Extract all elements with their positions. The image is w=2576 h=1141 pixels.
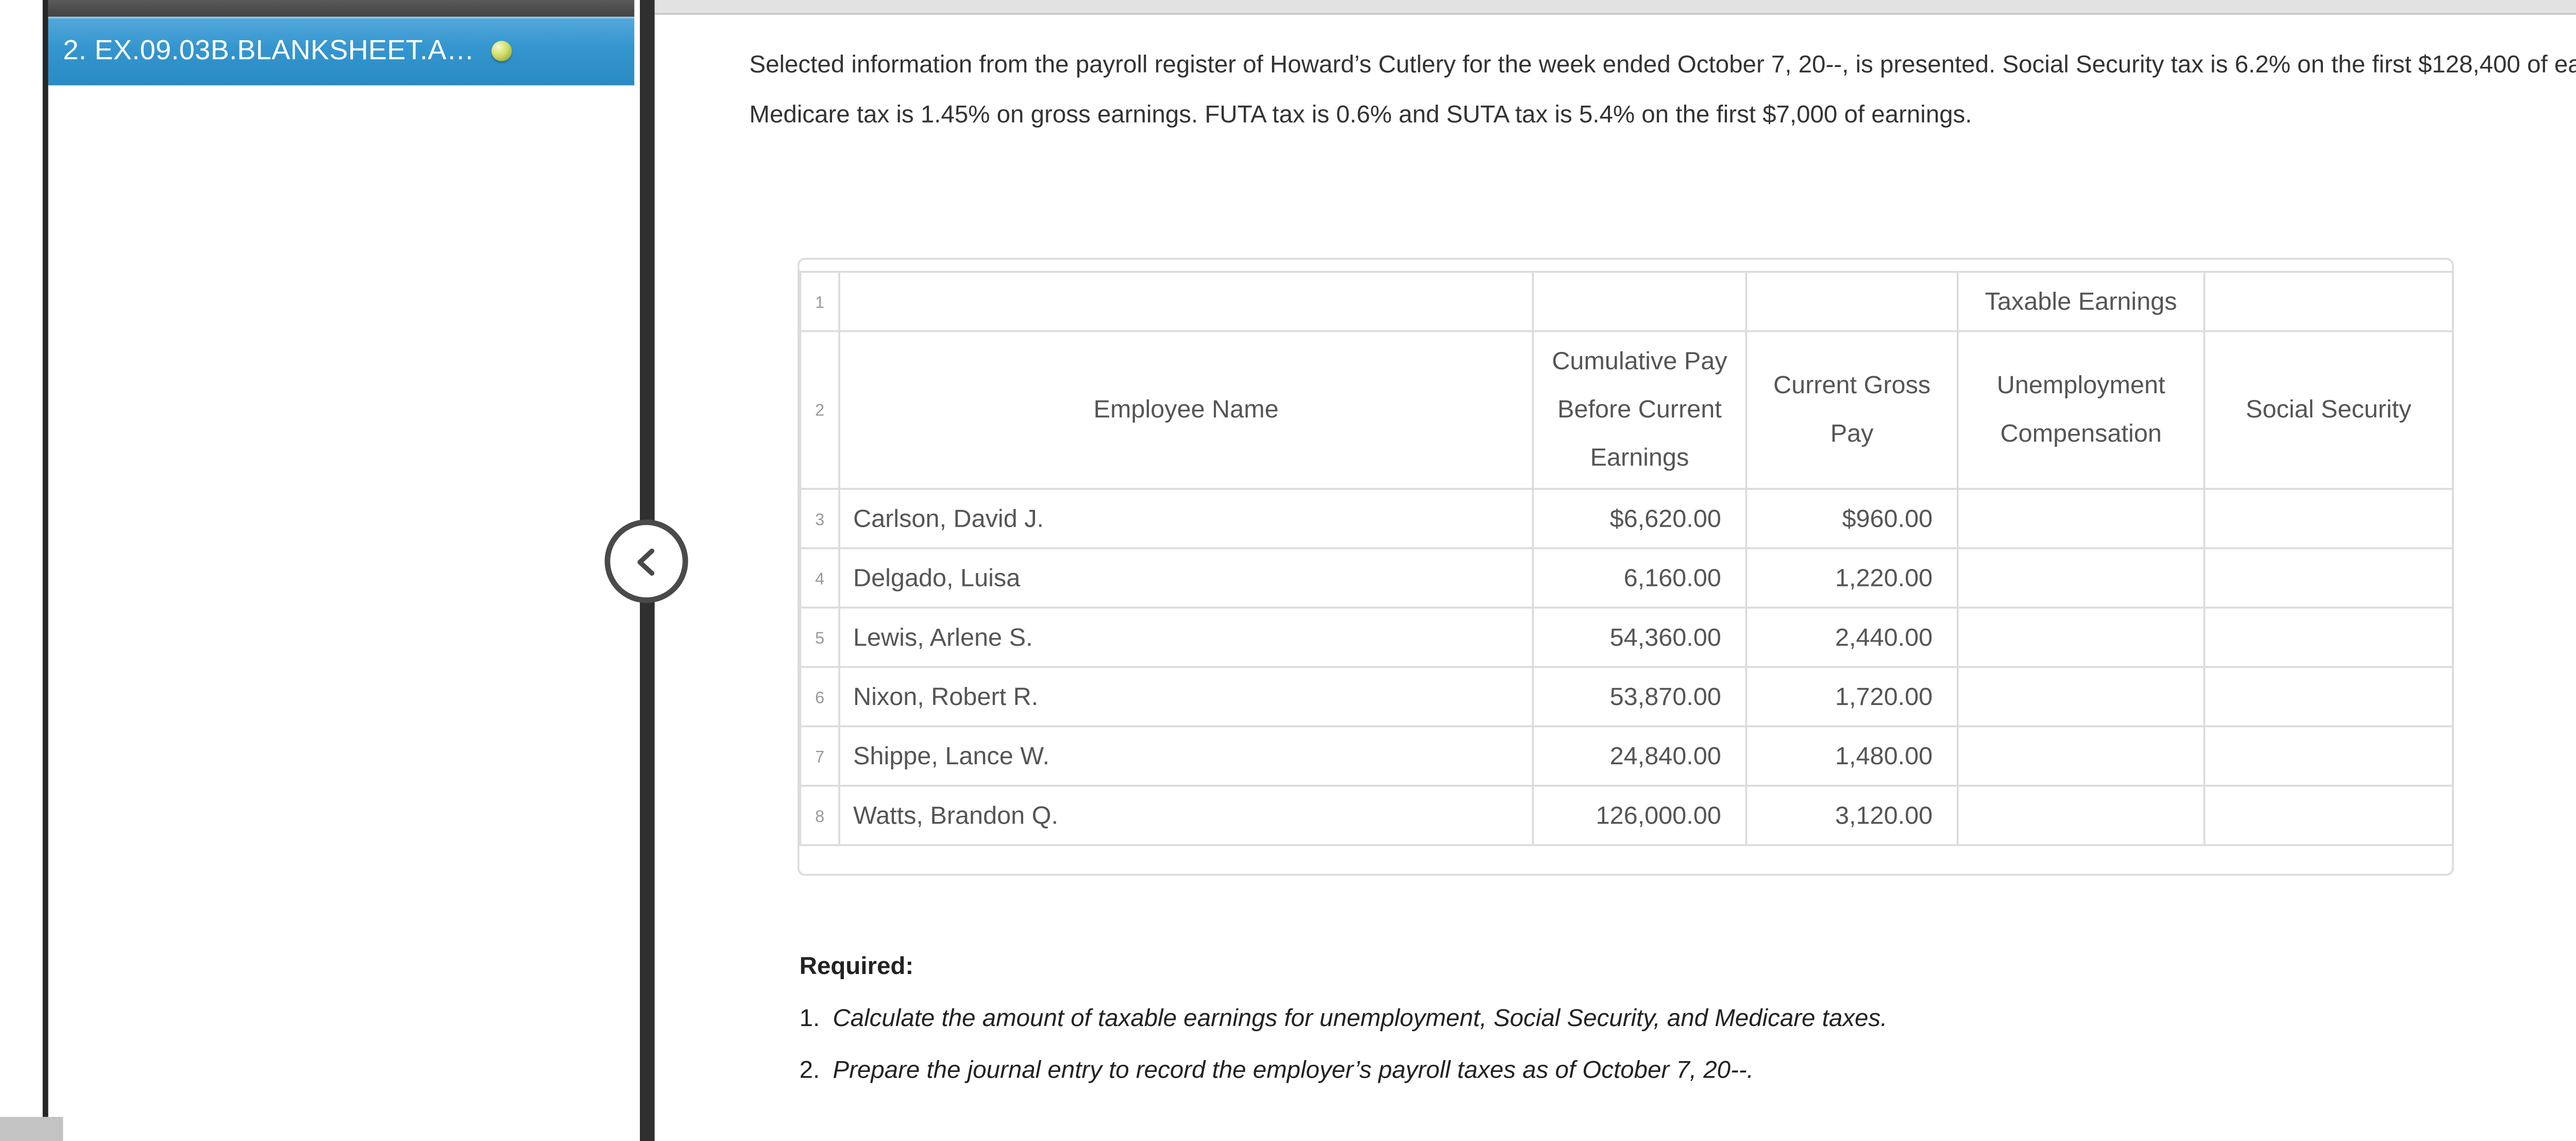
cell-social-security [2203,784,2454,846]
col-header-unemployment-compensation: Unemployment Compensation [1956,330,2206,490]
cell-social-security [2203,488,2454,549]
row-number: 1 [799,271,840,332]
cell-unemployment-compensation [1956,784,2206,846]
table-row: 4 Delgado, Luisa 6,160.00 1,220.00 [799,547,2454,609]
col-header-social-security: Social Security [2203,330,2454,490]
cell-current-gross-pay: 2,440.00 [1745,607,1959,668]
col-header-cumulative-pay: Cumulative Pay Before Current Earnings [1532,330,1748,490]
row-number: 8 [799,784,840,846]
cell-employee-name: Shippe, Lance W. [838,725,1534,787]
table-row: 7 Shippe, Lance W. 24,840.00 1,480.00 [799,725,2454,787]
cell-unemployment-compensation [1956,547,2206,609]
status-orb-icon [491,41,512,61]
cell-social-security [2203,666,2454,728]
collapse-sidebar-button[interactable] [604,519,688,603]
chevron-left-icon [636,547,654,575]
required-item-number: 2. [799,1055,820,1084]
blank-cell [838,271,1534,332]
row-number: 5 [799,607,840,668]
cell-unemployment-compensation [1956,725,2206,787]
table-row: 3 Carlson, David J. $6,620.00 $960.00 [799,488,2454,549]
row-number: 7 [799,725,840,787]
col-header-employee-name: Employee Name [838,330,1534,490]
blank-cell [1532,271,1748,332]
sidebar-left-border [42,0,48,1141]
cell-current-gross-pay: $960.00 [1745,488,1959,549]
cell-unemployment-compensation [1956,488,2206,549]
cell-cumulative-pay: 6,160.00 [1532,547,1748,609]
payroll-register-table: 1 Taxable Earnings 2 Employee Name Cumul… [798,258,2454,876]
sidebar-horizontal-scrollbar[interactable] [0,1117,63,1141]
table-row: 5 Lewis, Arlene S. 54,360.00 2,440.00 [799,607,2454,668]
cell-employee-name: Nixon, Robert R. [838,666,1534,728]
required-item-text: Prepare the journal entry to record the … [833,1055,1754,1084]
assignment-tab[interactable]: 2. EX.09.03B.BLANKSHEET.A… [48,16,635,86]
required-title: Required: [799,951,914,980]
cell-employee-name: Watts, Brandon Q. [838,784,1534,846]
cell-employee-name: Delgado, Luisa [838,547,1534,609]
cell-employee-name: Carlson, David J. [838,488,1534,549]
cell-social-security [2203,547,2454,609]
required-item-text: Calculate the amount of taxable earnings… [833,1003,1888,1032]
taxable-earnings-group-header: Taxable Earnings [1956,271,2206,332]
cell-current-gross-pay: 1,480.00 [1745,725,1959,787]
cell-employee-name: Lewis, Arlene S. [838,607,1534,668]
table-row: 8 Watts, Brandon Q. 126,000.00 3,120.00 [799,784,2454,846]
table-row: 6 Nixon, Robert R. 53,870.00 1,720.00 [799,666,2454,728]
cell-cumulative-pay: 54,360.00 [1532,607,1748,668]
blank-cell [2203,271,2454,332]
row-number: 4 [799,547,840,609]
table-row: 1 Taxable Earnings [799,271,2454,332]
payroll-register-grid: 1 Taxable Earnings 2 Employee Name Cumul… [799,271,2454,846]
table-row: 2 Employee Name Cumulative Pay Before Cu… [799,330,2454,490]
cell-unemployment-compensation [1956,607,2206,668]
content-horizontal-scrollbar[interactable] [654,0,2576,15]
assignment-sidebar: 2. EX.09.03B.BLANKSHEET.A… [0,0,640,1141]
blank-cell [1745,271,1959,332]
row-number: 2 [799,330,840,490]
cell-cumulative-pay: 53,870.00 [1532,666,1748,728]
cell-current-gross-pay: 1,720.00 [1745,666,1959,728]
cell-social-security [2203,725,2454,787]
row-number: 3 [799,488,840,549]
sidebar-top-edge [48,0,635,17]
required-item-1: 1. Calculate the amount of taxable earnin… [800,1004,2576,1032]
row-number: 6 [799,666,840,728]
cell-social-security [2203,607,2454,668]
col-header-current-gross-pay: Current Gross Pay [1745,330,1959,490]
cell-current-gross-pay: 1,220.00 [1745,547,1959,609]
required-section: Required: 1. Calculate the amount of taxa… [800,952,2576,1084]
cell-unemployment-compensation [1956,666,2206,728]
assignment-tab-label: 2. EX.09.03B.BLANKSHEET.A… [63,35,475,67]
required-item-number: 1. [799,1003,820,1032]
problem-pane: Selected information from the payroll re… [654,0,2576,1141]
cell-cumulative-pay: 126,000.00 [1532,784,1748,846]
required-item-2: 2. Prepare the journal entry to record th… [800,1055,2576,1083]
cell-cumulative-pay: 24,840.00 [1532,725,1748,787]
problem-statement: Selected information from the payroll re… [749,50,2576,127]
cell-current-gross-pay: 3,120.00 [1745,784,1959,846]
cell-cumulative-pay: $6,620.00 [1532,488,1748,549]
